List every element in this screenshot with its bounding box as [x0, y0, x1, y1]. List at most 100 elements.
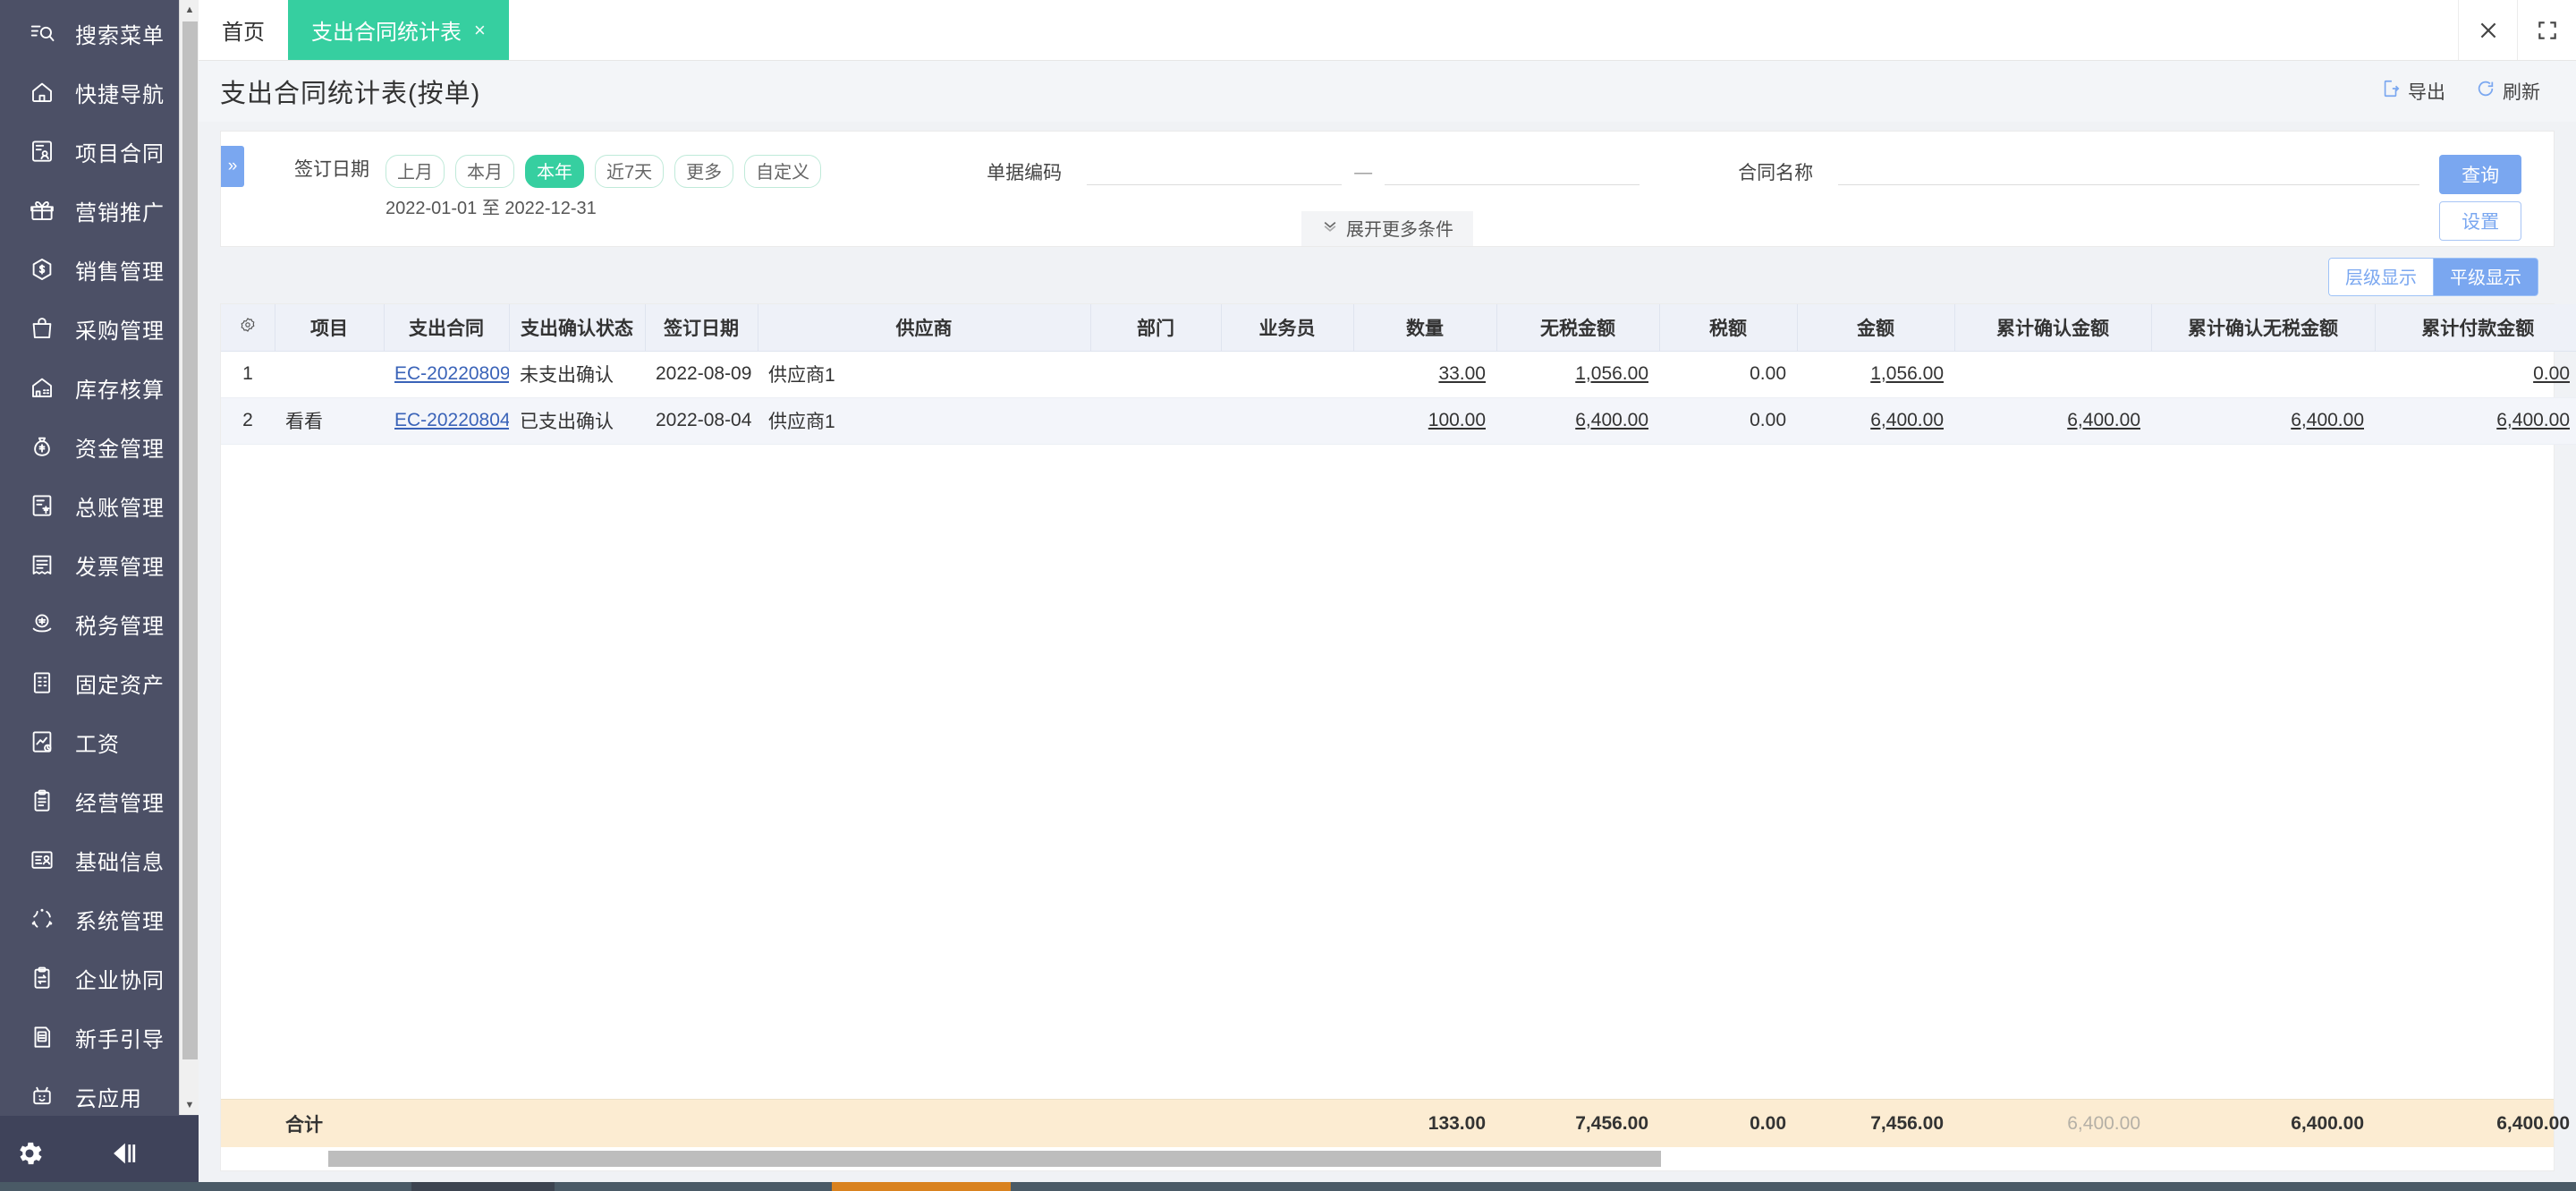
sidebar-item-12[interactable]: 工资 [0, 712, 199, 771]
sidebar-footer [0, 1115, 199, 1191]
column-header-contract[interactable]: 支出合同 [384, 304, 510, 352]
window-maximize-button[interactable] [2517, 0, 2576, 60]
sidebar-item-17[interactable]: 新手引导 [0, 1008, 199, 1067]
cell-value[interactable]: 100.00 [1428, 410, 1486, 430]
sidebar-item-9[interactable]: 发票管理 [0, 535, 199, 594]
query-button[interactable]: 查询 [2439, 155, 2522, 194]
building-icon [27, 668, 57, 698]
column-header-project[interactable]: 项目 [275, 304, 385, 352]
sidebar-item-14[interactable]: 基础信息 [0, 830, 199, 889]
clipboard-icon [27, 786, 57, 816]
cell-value[interactable]: 0.00 [2533, 363, 2570, 384]
sidebar-item-18[interactable]: 云应用 [0, 1067, 199, 1116]
column-header-sign_date[interactable]: 签订日期 [645, 304, 758, 352]
date-chip-5[interactable]: 自定义 [744, 155, 822, 188]
collapse-icon[interactable] [107, 1138, 138, 1169]
tab-expense-contract-report[interactable]: 支出合同统计表 × [288, 0, 509, 60]
gear-icon[interactable] [14, 1138, 45, 1169]
scroll-up-arrow-icon[interactable]: ▲ [184, 4, 195, 15]
refresh-button[interactable]: 刷新 [2476, 78, 2540, 105]
sidebar-item-0[interactable]: 搜索菜单 [0, 4, 199, 63]
sidebar-item-2[interactable]: 项目合同 [0, 122, 199, 181]
tab-label: 首页 [222, 21, 265, 45]
sidebar-scrollbar[interactable]: ▲ ▼ [179, 0, 199, 1115]
column-header-supplier[interactable]: 供应商 [758, 304, 1091, 352]
hierarchy-display-button[interactable]: 层级显示 [2328, 258, 2433, 296]
hscrollbar-thumb[interactable] [328, 1151, 1661, 1167]
column-settings-icon[interactable] [221, 304, 275, 352]
date-chip-0[interactable]: 上月 [386, 155, 445, 188]
flat-display-button[interactable]: 平级显示 [2433, 258, 2538, 296]
sidebar-item-6[interactable]: 库存核算 [0, 358, 199, 417]
cell-value[interactable]: 1,056.00 [1575, 363, 1648, 384]
filter-collapse-handle[interactable]: » [221, 146, 244, 187]
cell-amt_notax: 6,400.00 [1496, 397, 1659, 445]
column-header-salesman[interactable]: 业务员 [1221, 304, 1354, 352]
column-header-amt_notax[interactable]: 无税金额 [1496, 304, 1660, 352]
tab-home[interactable]: 首页 [199, 0, 288, 60]
sidebar: 搜索菜单 快捷导航 项目合同 营销推广 销售管理 采购管理 库存核算 资金管理 总账管理 发票管理… [0, 0, 199, 1191]
sidebar-item-label: 系统管理 [75, 909, 165, 934]
sidebar-item-1[interactable]: 快捷导航 [0, 63, 199, 122]
column-header-amount[interactable]: 金额 [1797, 304, 1955, 352]
column-header-dept[interactable]: 部门 [1090, 304, 1222, 352]
cell-value[interactable]: 6,400.00 [2067, 410, 2140, 430]
sidebar-item-4[interactable]: 销售管理 [0, 240, 199, 299]
sidebar-item-3[interactable]: 营销推广 [0, 181, 199, 240]
cell-value[interactable]: 6,400.00 [1870, 410, 1944, 430]
sidebar-scrollbar-thumb[interactable] [182, 21, 198, 1059]
sidebar-item-11[interactable]: 固定资产 [0, 653, 199, 712]
contract-link[interactable]: EC-20220804-0 [394, 410, 509, 430]
taskbar-segment [0, 1182, 411, 1191]
sidebar-item-5[interactable]: 采购管理 [0, 299, 199, 358]
sidebar-item-16[interactable]: 企业协同 [0, 949, 199, 1008]
contract-link[interactable]: EC-20220809-0 [394, 363, 509, 384]
column-header-qty[interactable]: 数量 [1353, 304, 1497, 352]
cell-value[interactable]: 33.00 [1438, 363, 1486, 384]
settings-button[interactable]: 设置 [2439, 201, 2522, 241]
contract-name-input[interactable] [1838, 155, 2420, 185]
sidebar-item-15[interactable]: 系统管理 [0, 889, 199, 949]
filter-actions: 查询 设置 [2439, 155, 2522, 241]
filter-sign-date-label: 签订日期 [294, 159, 369, 180]
sidebar-item-7[interactable]: 资金管理 [0, 417, 199, 476]
cell-contract: EC-20220809-0 [384, 351, 509, 398]
date-chip-1[interactable]: 本月 [455, 155, 514, 188]
export-button[interactable]: 导出 [2381, 78, 2445, 105]
sidebar-item-10[interactable]: 税务管理 [0, 594, 199, 653]
cell-value[interactable]: 6,400.00 [1575, 410, 1648, 430]
system-gear-icon [27, 904, 57, 934]
sidebar-item-label: 新手引导 [75, 1027, 165, 1052]
doc-code-from-input[interactable] [1087, 155, 1343, 185]
filter-sign-date: 签订日期 上月 本月 本年 近7天 更多 自定义 2022-01-01 至 2022-12… [294, 155, 822, 241]
tab-bar-spacer [509, 0, 2458, 60]
sidebar-item-13[interactable]: 经营管理 [0, 771, 199, 830]
cell-value[interactable]: 1,056.00 [1870, 363, 1944, 384]
column-header-tax[interactable]: 税额 [1659, 304, 1798, 352]
column-header-status[interactable]: 支出确认状态 [509, 304, 646, 352]
cell-value[interactable]: 6,400.00 [2291, 410, 2364, 430]
doc-code-to-input[interactable] [1385, 155, 1640, 185]
date-range-text: 2022-01-01 至 2022-12-31 [386, 199, 597, 218]
tab-close-icon[interactable]: × [474, 18, 486, 41]
date-preset-chips: 上月 本月 本年 近7天 更多 自定义 [386, 155, 822, 188]
cell-amt_notax: 1,056.00 [1496, 351, 1659, 398]
cell-sign_date: 2022-08-04 [645, 397, 758, 445]
column-header-cum_pay[interactable]: 累计付款金额 [2375, 304, 2576, 352]
date-chip-3[interactable]: 近7天 [595, 155, 665, 188]
window-close-button[interactable] [2458, 0, 2517, 60]
totals-qty: 133.00 [1428, 1112, 1486, 1134]
expand-more-button[interactable]: 展开更多条件 [1301, 211, 1473, 246]
column-header-cum_conf_nt[interactable]: 累计确认无税金额 [2151, 304, 2376, 352]
sidebar-item-8[interactable]: 总账管理 [0, 476, 199, 535]
cell-value[interactable]: 6,400.00 [2496, 410, 2570, 430]
table-horizontal-scrollbar[interactable] [221, 1147, 2554, 1170]
export-label: 导出 [2408, 82, 2445, 103]
date-chip-2[interactable]: 本年 [525, 155, 584, 188]
date-chip-4[interactable]: 更多 [674, 155, 734, 188]
scroll-down-arrow-icon[interactable]: ▼ [184, 1100, 195, 1110]
column-header-cum_conf[interactable]: 累计确认金额 [1954, 304, 2152, 352]
hscrollbar-track[interactable] [328, 1151, 2554, 1167]
